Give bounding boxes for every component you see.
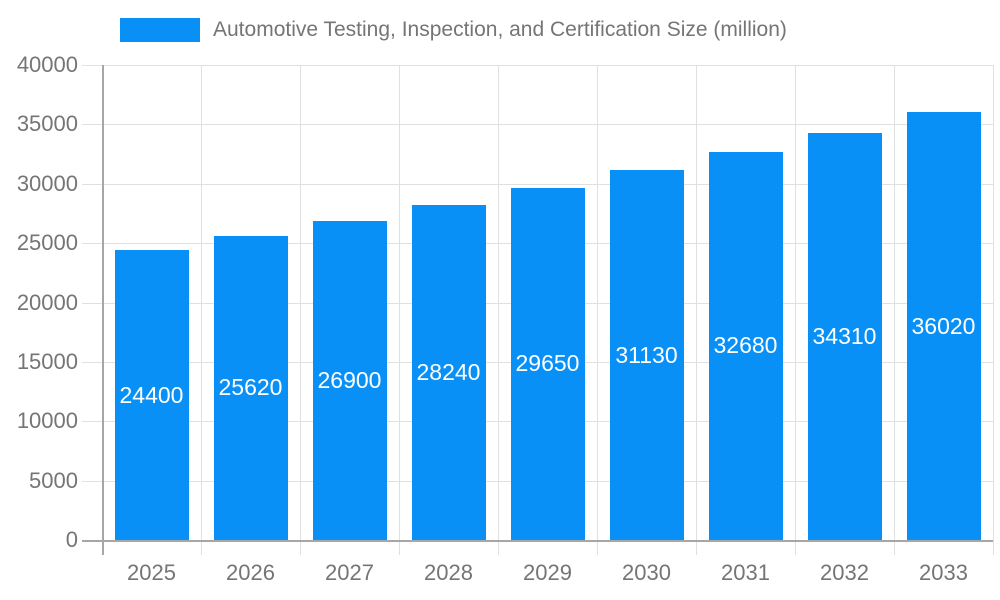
y-axis-tick-label: 40000 <box>16 52 78 77</box>
bar-2030: 31130 <box>609 170 684 540</box>
y-axis-tick-label: 30000 <box>16 170 78 196</box>
y-axis-tick-label: 15000 <box>16 348 78 374</box>
x-axis-tick-label: 2033 <box>919 560 968 585</box>
bar-2031: 32680 <box>708 151 783 540</box>
gridline-horizontal <box>82 183 993 185</box>
y-axis-tick-label: 20000 <box>16 289 78 315</box>
y-axis-tick-label: 5000 <box>29 467 78 493</box>
bar-2028: 28240 <box>411 204 486 540</box>
gridline-vertical <box>597 65 598 555</box>
bar-2029: 29650 <box>510 187 585 540</box>
y-axis-tick-label: 35000 <box>16 111 78 137</box>
x-axis-tick-label: 2030 <box>622 560 671 585</box>
x-axis-tick-label: 2027 <box>325 560 374 585</box>
bar-value-label: 26900 <box>317 366 382 393</box>
x-axis-tick-label: 2025 <box>127 560 176 585</box>
gridline-vertical <box>993 65 994 555</box>
bar-2027: 26900 <box>312 220 387 540</box>
gridline-horizontal <box>82 124 993 126</box>
gridline-vertical <box>696 65 697 555</box>
x-axis-line <box>82 540 993 542</box>
x-axis-tick-label: 2029 <box>523 560 572 585</box>
legend: Automotive Testing, Inspection, and Cert… <box>120 18 787 42</box>
gridline-vertical <box>201 65 202 555</box>
gridline-vertical <box>795 65 796 555</box>
bar-2025: 24400 <box>114 250 189 540</box>
bar-value-label: 32680 <box>713 332 778 359</box>
x-axis-tick-label: 2032 <box>820 560 869 585</box>
bar-value-label: 31130 <box>615 341 678 368</box>
bar-value-label: 36020 <box>911 312 976 339</box>
bar-value-label: 34310 <box>812 322 877 349</box>
y-axis-tick-label: 25000 <box>16 230 78 256</box>
bar-value-label: 28240 <box>416 358 481 385</box>
gridline-vertical <box>498 65 499 555</box>
gridline-vertical <box>399 65 400 555</box>
bar-value-label: 25620 <box>218 374 283 401</box>
bar-value-label: 29650 <box>515 350 580 377</box>
bar-2026: 25620 <box>213 235 288 540</box>
y-axis-tick-label: 10000 <box>16 408 78 434</box>
gridline-horizontal <box>82 65 993 66</box>
gridline-vertical <box>894 65 895 555</box>
legend-swatch <box>120 18 200 42</box>
x-axis-tick-label: 2028 <box>424 560 473 585</box>
x-axis-tick-label: 2031 <box>721 560 770 585</box>
bar-2032: 34310 <box>807 132 882 540</box>
bar-value-label: 24400 <box>119 381 184 408</box>
legend-label: Automotive Testing, Inspection, and Cert… <box>213 18 787 41</box>
y-axis-line <box>102 65 104 555</box>
x-axis-tick-label: 2026 <box>226 560 275 585</box>
bar-2033: 36020 <box>906 112 981 540</box>
gridline-vertical <box>300 65 301 555</box>
y-axis-tick-label: 0 <box>65 527 78 552</box>
